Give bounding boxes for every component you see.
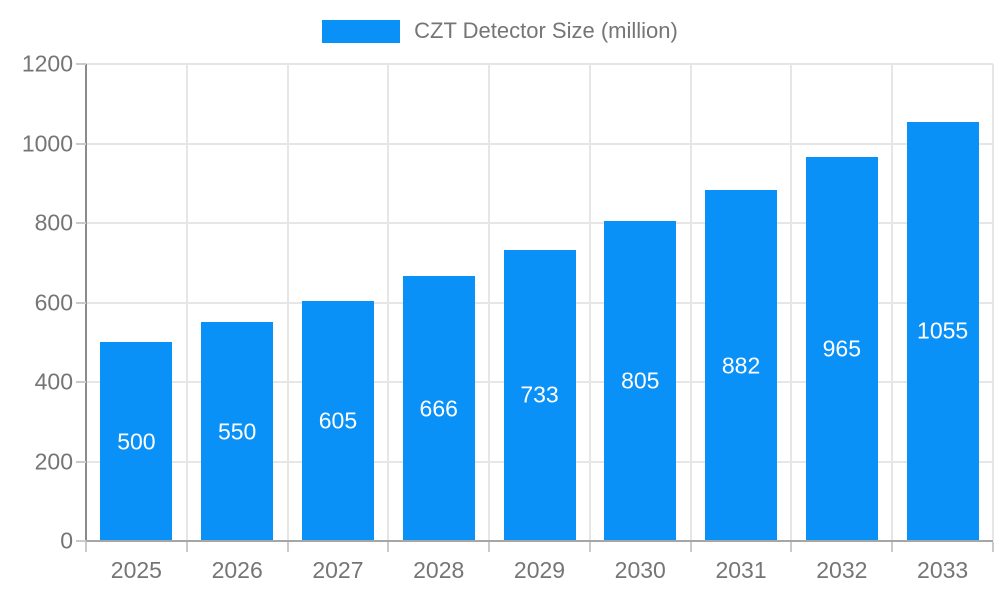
x-tick [992, 542, 994, 552]
bar-value-label: 1055 [917, 317, 969, 344]
x-tick-label: 2028 [413, 557, 465, 583]
bar-value-label: 666 [419, 395, 458, 422]
gridline-h [86, 63, 993, 65]
x-tick [286, 542, 289, 552]
plot-area: 500 550 605 666 733 805 882 965 1055 [86, 63, 994, 542]
x-tick-label: 2031 [715, 557, 767, 583]
bar: 733 [503, 249, 576, 541]
chart-legend: CZT Detector Size (million) [0, 18, 1000, 44]
x-tick-label: 2032 [816, 557, 868, 583]
x-tick [891, 542, 894, 552]
x-axis-line [86, 540, 993, 542]
x-tick-label: 2025 [110, 557, 162, 583]
bar: 805 [604, 221, 677, 541]
bar: 605 [301, 300, 374, 541]
gridline-v [992, 64, 994, 541]
bar-value-label: 733 [520, 381, 559, 408]
y-tick [76, 222, 86, 224]
bar-value-label: 805 [621, 367, 660, 394]
bar-value-label: 882 [721, 352, 761, 379]
y-axis-line [85, 64, 87, 543]
y-tick-label: 800 [34, 209, 73, 236]
gridline-v [488, 64, 491, 541]
x-tick [488, 542, 491, 552]
x-tick-label: 2033 [917, 557, 969, 583]
bar-value-label: 500 [117, 428, 156, 455]
y-tick [76, 381, 86, 383]
gridline-v [891, 64, 894, 541]
bar: 965 [805, 157, 878, 541]
y-tick [76, 142, 86, 145]
gridline-v [387, 64, 390, 541]
bar-value-label: 550 [217, 418, 257, 445]
bar: 550 [201, 322, 274, 541]
y-tick-label: 400 [34, 368, 73, 395]
x-tick-label: 2029 [513, 557, 566, 583]
x-tick [85, 542, 87, 552]
gridline-v [286, 64, 289, 541]
y-tick-label: 600 [34, 289, 73, 315]
bar: 882 [705, 190, 778, 541]
x-tick-label: 2027 [312, 557, 364, 583]
bar-value-label: 605 [318, 407, 358, 434]
gridline-v [185, 64, 188, 541]
x-tick-label: 2026 [211, 557, 263, 583]
legend-label: CZT Detector Size (million) [414, 18, 678, 43]
bar-value-label: 965 [822, 335, 862, 362]
y-tick-label: 200 [34, 448, 73, 474]
bar: 666 [402, 276, 475, 541]
gridline-v [790, 64, 793, 541]
y-tick-label: 1200 [21, 50, 73, 77]
x-tick-label: 2030 [614, 557, 666, 583]
y-tick [76, 540, 86, 542]
x-tick [689, 542, 692, 552]
gridline-h [86, 142, 993, 145]
y-tick [76, 63, 86, 65]
y-tick-label: 1000 [21, 130, 73, 156]
x-tick [588, 542, 591, 552]
y-tick-label: 0 [60, 527, 73, 554]
bar: 1055 [906, 121, 979, 541]
legend-swatch [322, 19, 401, 43]
x-tick [185, 542, 188, 552]
y-tick [76, 460, 86, 463]
gridline-v [689, 64, 692, 541]
bar: 500 [100, 342, 173, 541]
x-tick [790, 542, 793, 552]
gridline-v [588, 64, 591, 541]
gridline-h [86, 222, 993, 224]
y-tick [76, 301, 86, 304]
x-tick [387, 542, 390, 552]
